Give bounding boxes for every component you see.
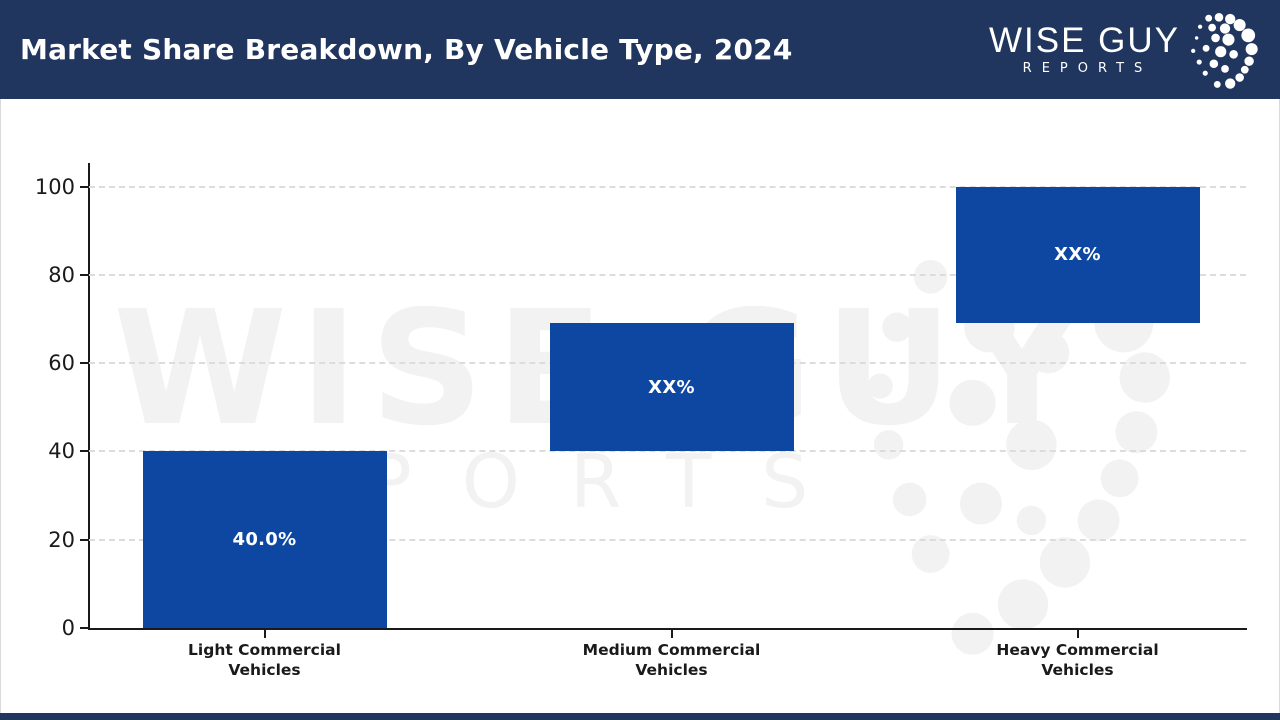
logo-wordmark: WISE GUY (988, 20, 1180, 60)
header-bar: Market Share Breakdown, By Vehicle Type,… (0, 0, 1280, 99)
x-category-label-line: Light Commercial (188, 641, 341, 659)
gridline-y-40 (89, 450, 1246, 453)
x-tick-mark-0 (263, 630, 266, 638)
y-tick-label-20: 20 (48, 527, 75, 552)
footer-bar (0, 713, 1280, 720)
bar-value-label: XX% (648, 376, 695, 398)
y-tick-label-80: 80 (48, 262, 75, 287)
logo-subtitle: REPORTS (1022, 60, 1153, 76)
y-tick-label-60: 60 (48, 351, 75, 376)
bar-value-label: 40.0% (232, 529, 297, 551)
bar-1[interactable]: XX% (549, 323, 794, 452)
x-category-label-line: Heavy Commercial (996, 641, 1159, 659)
y-tick-mark-40 (80, 450, 88, 453)
x-tick-mark-2 (1076, 630, 1079, 638)
x-category-label-line: Vehicles (1041, 661, 1114, 679)
y-tick-mark-0 (80, 627, 88, 629)
y-tick-mark-100 (80, 185, 88, 188)
x-category-label-1: Medium Commercial Vehicles (542, 640, 802, 680)
page-title: Market Share Breakdown, By Vehicle Type,… (20, 33, 793, 66)
bar-2[interactable]: XX% (955, 186, 1200, 324)
x-category-label-line: Vehicles (635, 661, 708, 679)
gridline-y-100 (89, 185, 1246, 188)
x-category-label-line: Vehicles (228, 661, 301, 679)
logo-text: WISE GUY REPORTS (988, 20, 1180, 77)
y-tick-mark-80 (80, 273, 88, 276)
y-tick-label-100: 100 (34, 174, 75, 199)
bar-value-label: XX% (1054, 244, 1101, 266)
y-tick-mark-20 (80, 538, 88, 541)
y-axis-spine (88, 163, 90, 630)
x-category-label-line: Medium Commercial (582, 641, 761, 659)
gridline-y-80 (89, 273, 1246, 276)
dotted-head-icon (1191, 12, 1258, 89)
y-tick-mark-60 (80, 362, 88, 365)
gridline-y-20 (89, 538, 1246, 541)
x-tick-mark-1 (670, 630, 673, 638)
plot-area: 0 20 40 60 80 100 40.0% Light Commercial Vehicle… (1, 99, 1280, 713)
y-tick-label-40: 40 (48, 439, 75, 464)
y-tick-label-0: 0 (61, 616, 75, 640)
wise-guy-logo: WISE GUY REPORTS (989, 8, 1262, 92)
x-category-label-2: Heavy Commercial Vehicles (948, 640, 1208, 680)
x-category-label-0: Light Commercial Vehicles (135, 640, 395, 680)
chart-canvas: WISE GUY REPORTS 0 20 40 60 80 100 40.0% Light … (0, 99, 1280, 713)
bar-0[interactable]: 40.0% (142, 451, 387, 628)
x-axis-spine (88, 628, 1247, 630)
